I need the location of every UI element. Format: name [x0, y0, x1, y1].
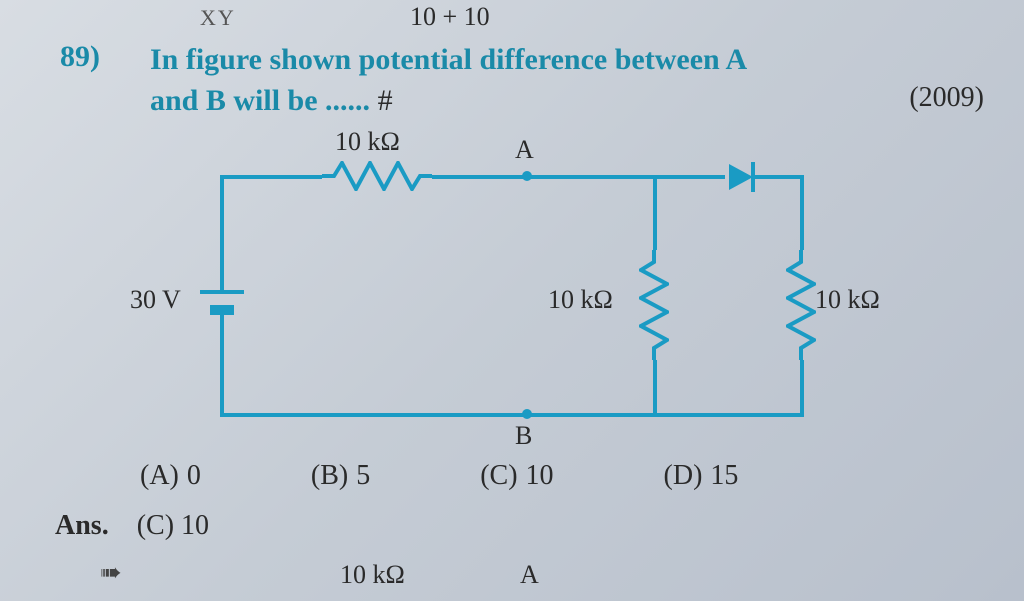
option-d-tag: (D)	[664, 460, 703, 492]
wire	[800, 175, 804, 250]
bottom-fragment-r: 10 kΩ	[340, 560, 405, 590]
page: XY 10 + 10 89) In figure shown potential…	[0, 0, 1024, 601]
circuit-diagram: 30 V 10 kΩ 10 kΩ 10 kΩ A B	[160, 135, 900, 435]
question-year: (2009)	[909, 82, 984, 114]
battery-long-plate	[200, 290, 244, 294]
question-number: 89)	[60, 40, 100, 74]
resistor-top	[322, 161, 432, 191]
wire	[222, 413, 804, 417]
question-hash: #	[378, 84, 393, 117]
option-a-tag: (A)	[140, 460, 179, 492]
battery-short-plate	[210, 305, 234, 315]
resistor-right-label: 10 kΩ	[815, 285, 880, 315]
option-c: (C) 10	[480, 460, 553, 492]
resistor-mid	[639, 250, 669, 360]
wire	[655, 175, 725, 179]
bottom-fragment-a: A	[520, 560, 539, 590]
wire	[220, 175, 224, 290]
node-b-label: B	[515, 421, 532, 451]
top-fragment-expr: 10 + 10	[410, 2, 490, 32]
wire	[773, 175, 803, 179]
question-line1: In figure shown potential difference bet…	[150, 43, 747, 76]
option-a-val: 0	[187, 460, 201, 492]
answer-label: Ans.	[55, 510, 109, 541]
wire	[222, 175, 322, 179]
battery-label: 30 V	[130, 285, 181, 315]
option-b: (B) 5	[311, 460, 370, 492]
wire	[432, 175, 527, 179]
arrow-icon: ➠	[100, 558, 122, 588]
option-c-val: 10	[526, 460, 554, 492]
answer-row: Ans. (C) 10	[55, 510, 209, 542]
question-line2: and B will be ......	[150, 84, 378, 117]
node-a-label: A	[515, 135, 534, 165]
wire	[527, 175, 655, 179]
resistor-top-label: 10 kΩ	[335, 127, 400, 157]
question-text: In figure shown potential difference bet…	[150, 40, 1020, 121]
option-b-val: 5	[356, 460, 370, 492]
option-a: (A) 0	[140, 460, 201, 492]
option-b-tag: (B)	[311, 460, 348, 492]
wire	[220, 315, 224, 417]
diode-icon	[725, 160, 775, 199]
option-d: (D) 15	[664, 460, 739, 492]
option-d-val: 15	[710, 460, 738, 492]
top-fragment-xy: XY	[200, 5, 236, 31]
answer-text: (C) 10	[137, 510, 209, 541]
option-c-tag: (C)	[480, 460, 517, 492]
resistor-right	[786, 250, 816, 360]
options-row: (A) 0 (B) 5 (C) 10 (D) 15	[140, 460, 984, 492]
wire	[653, 175, 657, 250]
wire	[800, 360, 804, 417]
wire	[653, 360, 657, 417]
resistor-mid-label: 10 kΩ	[548, 285, 613, 315]
node-b-dot	[522, 409, 532, 419]
